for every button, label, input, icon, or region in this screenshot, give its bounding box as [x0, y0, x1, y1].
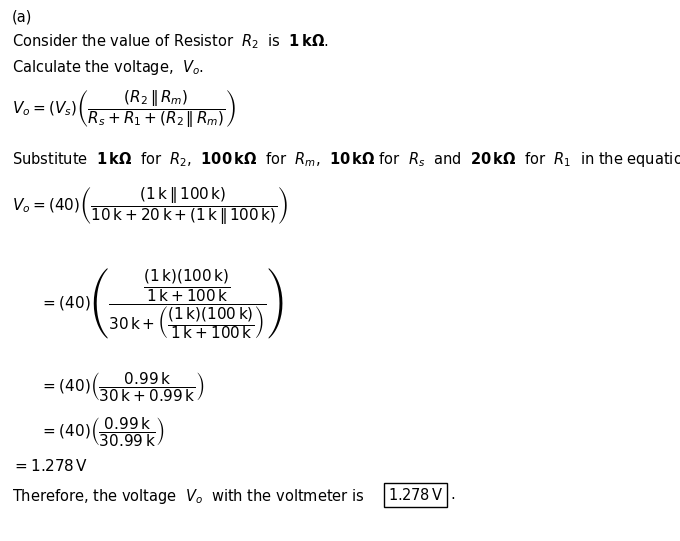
Text: $= (40)\left(\dfrac{\dfrac{(1\,\mathrm{k})(100\,\mathrm{k})}{1\,\mathrm{k}+100\,: $= (40)\left(\dfrac{\dfrac{(1\,\mathrm{k…: [40, 265, 284, 341]
Text: (a): (a): [12, 10, 33, 25]
Text: Substitute  $\mathbf{1\,k\Omega}$  for  $R_2$,  $\mathbf{100\,k\Omega}$  for  $R: Substitute $\mathbf{1\,k\Omega}$ for $R_…: [12, 150, 680, 169]
Text: $= (40)\left(\dfrac{0.99\,\mathrm{k}}{30\,\mathrm{k} + 0.99\,\mathrm{k}}\right)$: $= (40)\left(\dfrac{0.99\,\mathrm{k}}{30…: [40, 370, 205, 403]
Text: Therefore, the voltage  $V_o$  with the voltmeter is: Therefore, the voltage $V_o$ with the vo…: [12, 487, 364, 506]
Text: $1.278\,\mathrm{V}$: $1.278\,\mathrm{V}$: [388, 487, 443, 503]
Text: $=1.278\,\mathrm{V}$: $=1.278\,\mathrm{V}$: [12, 458, 88, 474]
Text: $= (40)\left(\dfrac{0.99\,\mathrm{k}}{30.99\,\mathrm{k}}\right)$: $= (40)\left(\dfrac{0.99\,\mathrm{k}}{30…: [40, 415, 165, 448]
Text: Consider the value of Resistor  $R_2$  is  $\mathbf{1\,k\Omega}$.: Consider the value of Resistor $R_2$ is …: [12, 32, 328, 51]
Text: Calculate the voltage,  $V_o$.: Calculate the voltage, $V_o$.: [12, 58, 204, 77]
Text: $V_o = (V_s)\left(\dfrac{(R_2 \,\|\, R_m)}{R_s + R_1 + (R_2 \,\|\, R_m)}\right)$: $V_o = (V_s)\left(\dfrac{(R_2 \,\|\, R_m…: [12, 88, 236, 129]
Text: .: .: [450, 487, 455, 502]
Text: $V_o = (40)\left(\dfrac{(1\,\mathrm{k}\,\|\,100\,\mathrm{k})}{10\,\mathrm{k} + 2: $V_o = (40)\left(\dfrac{(1\,\mathrm{k}\,…: [12, 185, 288, 226]
